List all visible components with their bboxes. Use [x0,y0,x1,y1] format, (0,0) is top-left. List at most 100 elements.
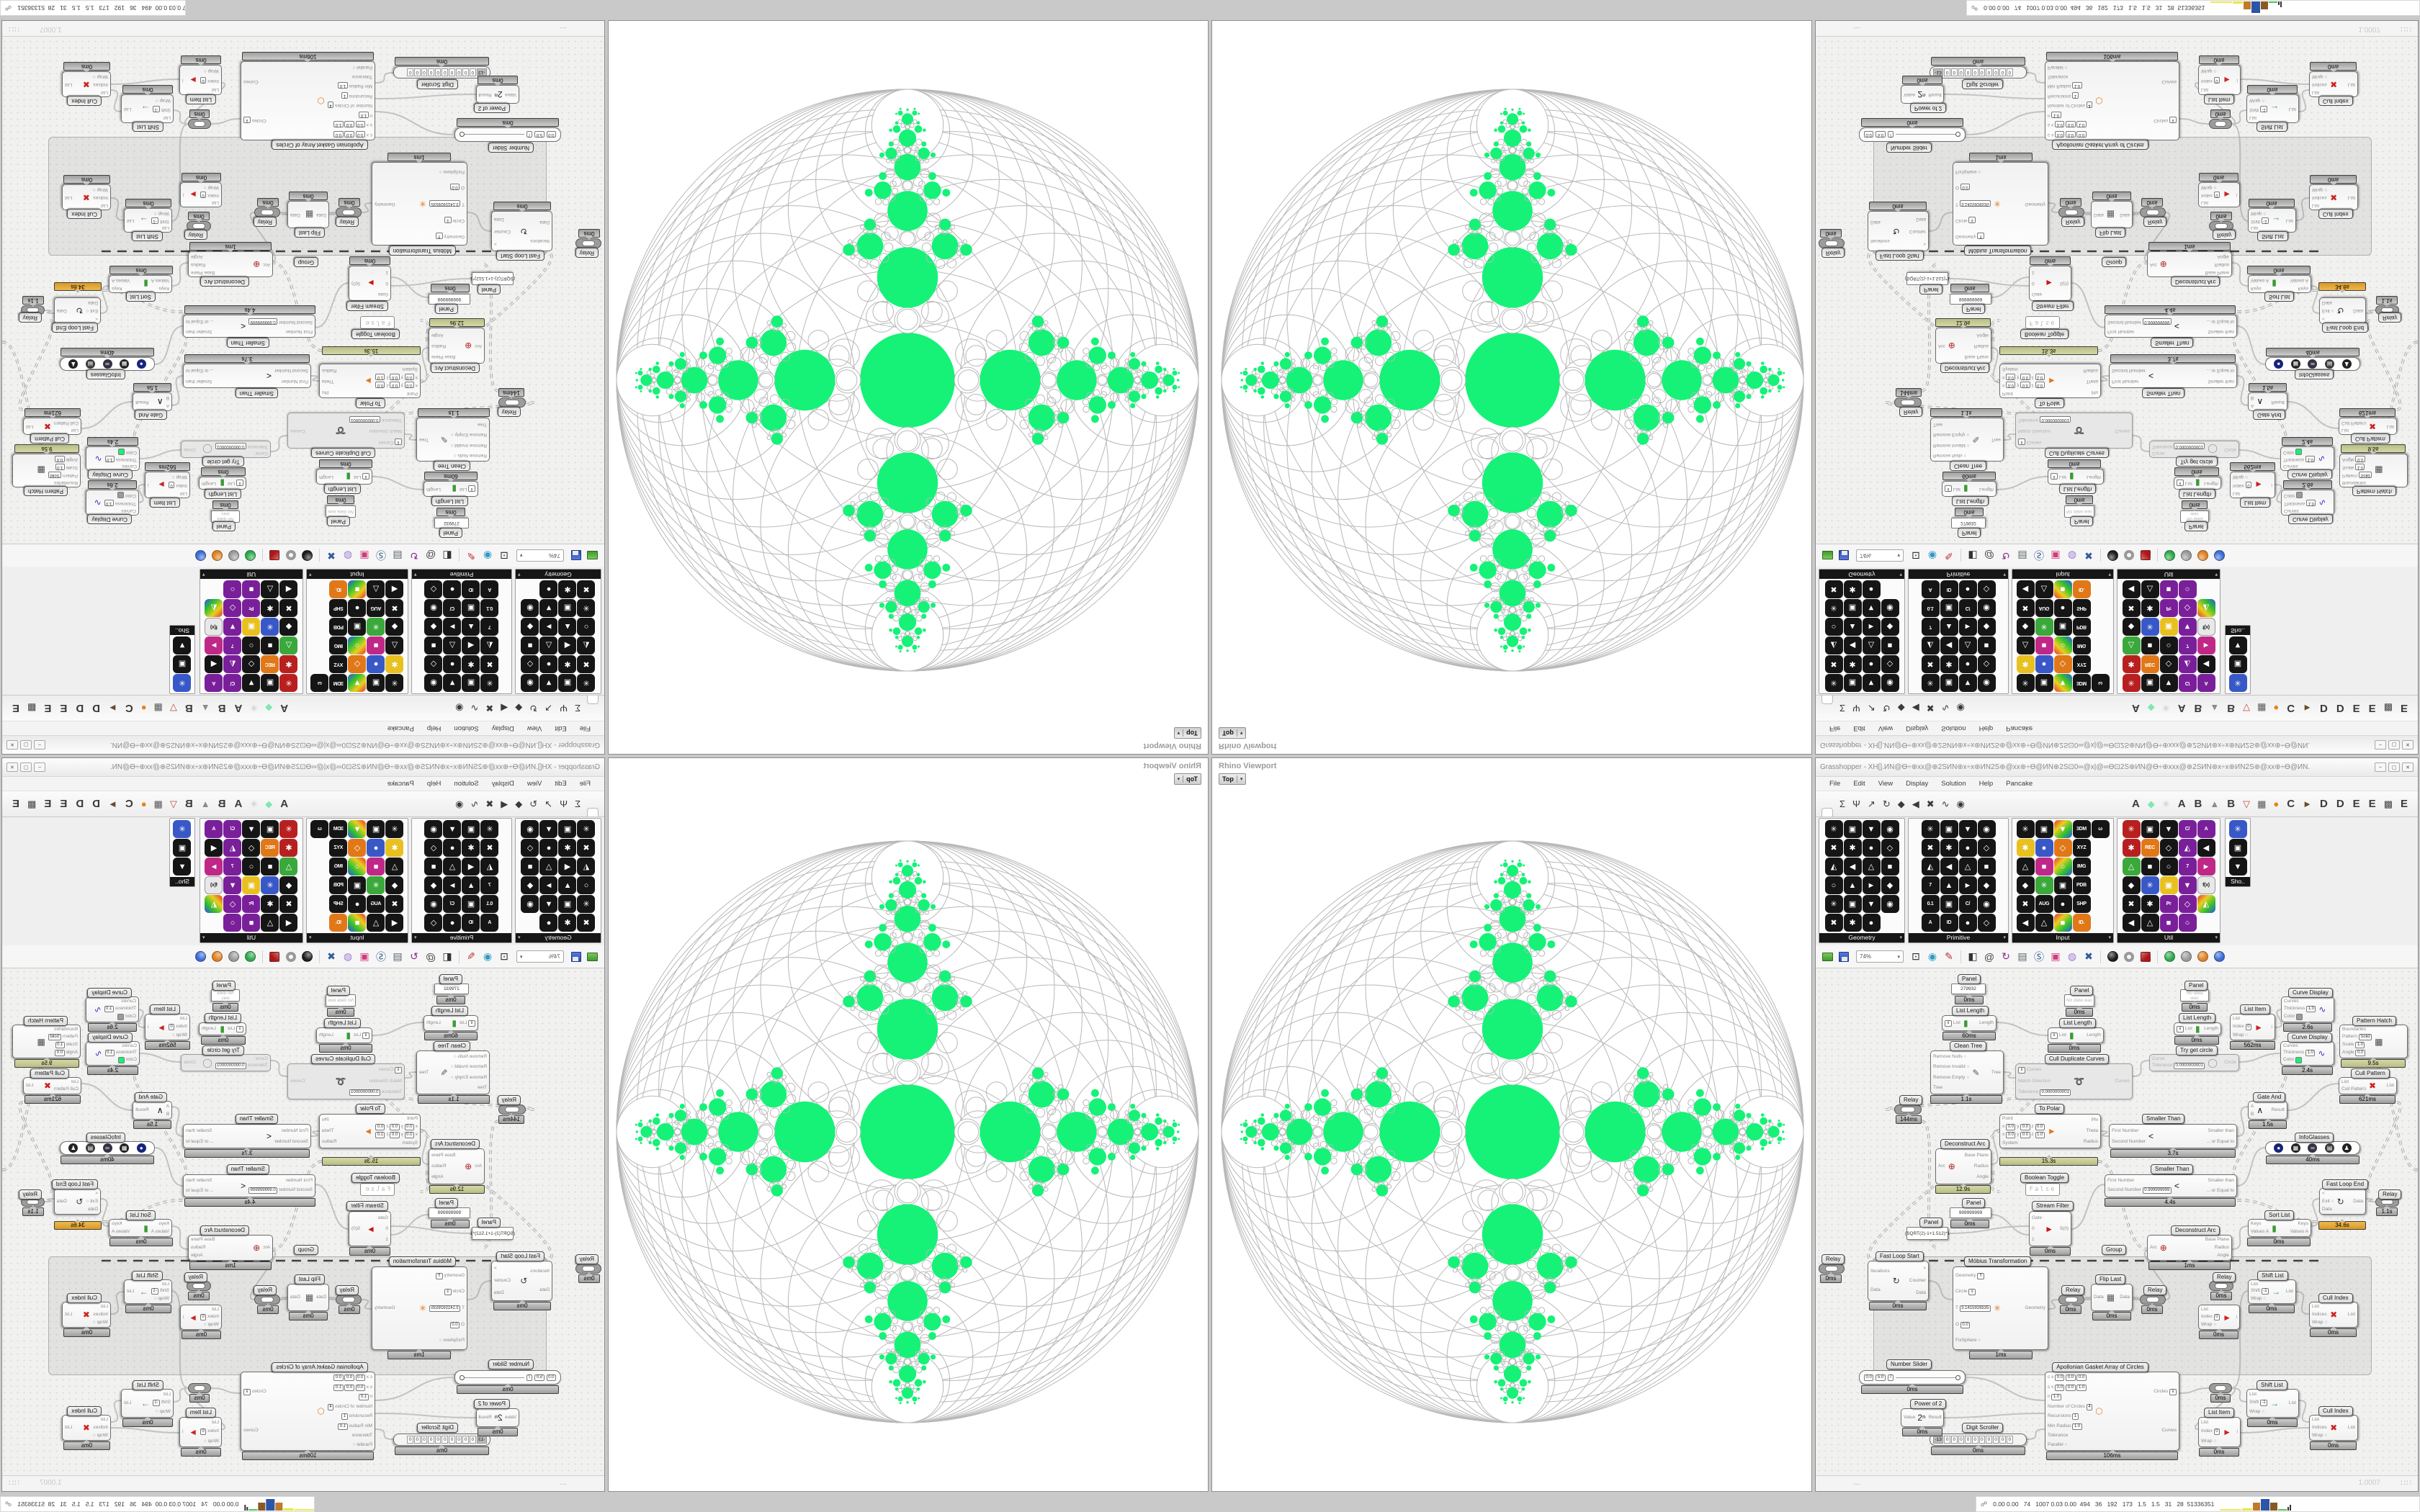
component-icon[interactable]: ○ [2178,914,2197,932]
component-icon[interactable]: ◇ [2178,895,2197,913]
scroller-digit[interactable]: 0 [2007,1436,2013,1444]
value-chip[interactable]: ⇓ [394,438,402,445]
port-row[interactable]: < [2322,316,2325,322]
component-icon[interactable]: ▣ [2159,618,2178,636]
list-length-node[interactable]: ⇓ List ▮ Length [2048,469,2104,485]
menu-display[interactable]: Display [1906,780,1929,788]
close-button[interactable]: ✕ [6,762,18,772]
component-icon[interactable]: ◀ [558,636,577,654]
component-icon[interactable]: ◇ [1977,914,1996,932]
port-row[interactable]: System [402,366,418,372]
port-row[interactable]: Recursions 1 [328,1413,372,1421]
component-icon[interactable]: ◉ [424,674,443,692]
component-icon[interactable]: ○ [1824,618,1843,636]
clean-tree-node[interactable]: Remove Nulls ○ Remove Invalid ○ Remove Emp… [416,418,490,462]
plugin-tab-icon-9[interactable]: ● [140,798,147,809]
component-icon[interactable]: ✖ [1824,655,1843,673]
port-row[interactable]: Base Plane [191,269,215,275]
component-icon[interactable]: ◇ [223,599,242,617]
port-row[interactable]: Counter [1909,229,1926,235]
port-row[interactable]: Angle 0.0 [48,1050,78,1056]
component-icon[interactable]: ✱ [558,580,577,598]
port-row[interactable]: Pattern Solid [2342,1034,2372,1040]
component-icon[interactable]: ✳ [2016,820,2035,838]
port-row[interactable]: B [2251,395,2254,401]
port-row[interactable]: Data [1870,1287,1881,1292]
port-row[interactable]: Curves [243,79,259,85]
component-icon[interactable]: ◆ [385,618,404,636]
port-row[interactable]: List [65,1312,73,1317]
pin-gray-button[interactable] [227,549,241,563]
port-row[interactable]: Remove Invalid ○ [450,1064,487,1070]
value-chip[interactable]: 0.0 [2066,121,2076,128]
scroller-digit[interactable]: 0 [428,68,434,76]
component-icon[interactable]: ◀ [462,858,480,876]
port-row[interactable]: Min Radius 1.0 [328,1423,372,1430]
port-row[interactable]: Indices [93,1424,108,1430]
deconstruct-arc-node[interactable]: Arc ⊕ Base Plane Radius Angle [1935,1148,1991,1184]
value-chip[interactable]: 1.0 [2355,1042,2365,1048]
panel-group-label[interactable]: Util ▾ [2118,570,2220,579]
value-chip[interactable]: 1.0 [2051,1394,2061,1401]
component-icon[interactable]: ○ [2159,858,2178,876]
component-icon[interactable]: ▼ [539,674,558,692]
component-icon[interactable]: AUG [2035,895,2053,913]
port-row[interactable]: Index 0 [2201,192,2220,198]
finder-button[interactable]: Ⓢ [376,549,386,562]
port-row[interactable]: Keys [112,285,122,291]
component-icon[interactable]: ✱ [1843,839,1862,857]
component-icon[interactable]: ▣ [1940,895,1958,913]
port-row[interactable]: List [2386,1083,2394,1088]
plugin-tab-icon-7[interactable]: ▽ [2243,798,2251,809]
port-row[interactable]: Data [290,212,300,217]
component-icon[interactable]: ✳ [385,674,404,692]
value-chip[interactable]: 0.0000000001 [2040,1089,2071,1096]
deconstruct-arc-node[interactable]: Arc ⊕ Base Plane Radius Angle [188,1235,273,1261]
component-icon[interactable]: ▣ [1940,820,1958,838]
tab-mesh[interactable]: ◀ [1912,703,1919,714]
plugin-tab-12[interactable]: D [92,702,101,714]
component-icon[interactable]: ◭ [480,858,499,876]
component-icon[interactable]: ■ [1881,858,1899,876]
value-chip[interactable]: 0.0 [404,382,414,389]
component-icon[interactable]: ● [348,599,367,617]
box-red-button[interactable] [2138,549,2153,563]
value-chip[interactable]: ⇓ [2051,1032,2058,1039]
component-icon[interactable]: 3DM [2072,820,2091,838]
port-row[interactable]: ⇓ List [460,485,475,492]
fast-loop-end-node[interactable]: < Exit ○ Data ↻ Data [2319,1188,2366,1215]
component-icon[interactable]: ✳ [1824,599,1843,617]
boolean-toggle-node[interactable]: False [2025,316,2060,329]
port-row[interactable]: Scale 1.0 [48,1042,78,1048]
component-icon[interactable]: ID. [2072,914,2091,932]
port-row[interactable]: ⇓ List [2051,1032,2066,1039]
component-icon[interactable]: ▼ [539,599,558,617]
preview-eye-button[interactable]: ◉ [1927,550,1937,562]
menu-solution[interactable]: Solution [1941,780,1966,788]
component-icon[interactable]: ◀ [385,580,404,598]
port-row[interactable]: First Number [2112,1128,2139,1133]
close-button[interactable]: ✕ [2402,762,2414,772]
tab-sets[interactable]: Ψ [1852,703,1860,714]
port-row[interactable]: Second Number [274,1138,308,1144]
component-icon[interactable]: ID [462,914,480,932]
fast-loop-start-node[interactable]: Iterations Data ↻ > Counter Data [1868,1261,1929,1301]
panel-node[interactable]: No data was [211,989,240,1002]
value-chip[interactable]: 0.0 [1960,1321,1971,1328]
component-icon[interactable]: ✳ [2122,674,2141,692]
panel-node[interactable]: 999999999 [429,294,470,305]
component-icon[interactable]: ✱ [462,655,480,673]
port-row[interactable]: Second Number [2112,368,2146,374]
value-chip[interactable]: 0.0 [2055,121,2065,128]
component-icon[interactable]: ◀ [462,636,480,654]
plugin-tab-icon-11[interactable]: ► [108,798,117,809]
mobius-transformation-node[interactable]: Geometry ⇑ Circle ⇓ T 3.1415926535 O 0.0 Fix… [372,1266,467,1350]
component-icon[interactable]: ◇ [424,655,443,673]
tab-intersect[interactable]: ✖ [485,703,494,714]
port-row[interactable]: Angle [431,1174,444,1180]
component-icon[interactable]: A [480,914,499,932]
component-icon[interactable]: △ [1958,636,1977,654]
window-titlebar[interactable]: Grasshopper - XH[].ИN@Ѳ÷⊕xx@⊕2SИN⊕x÷x⊕ИN… [1816,735,2418,754]
list-item-node[interactable]: List Index 0 Wrap ○ ► i [2198,182,2240,207]
port-row[interactable]: Match Direction [2018,428,2051,434]
